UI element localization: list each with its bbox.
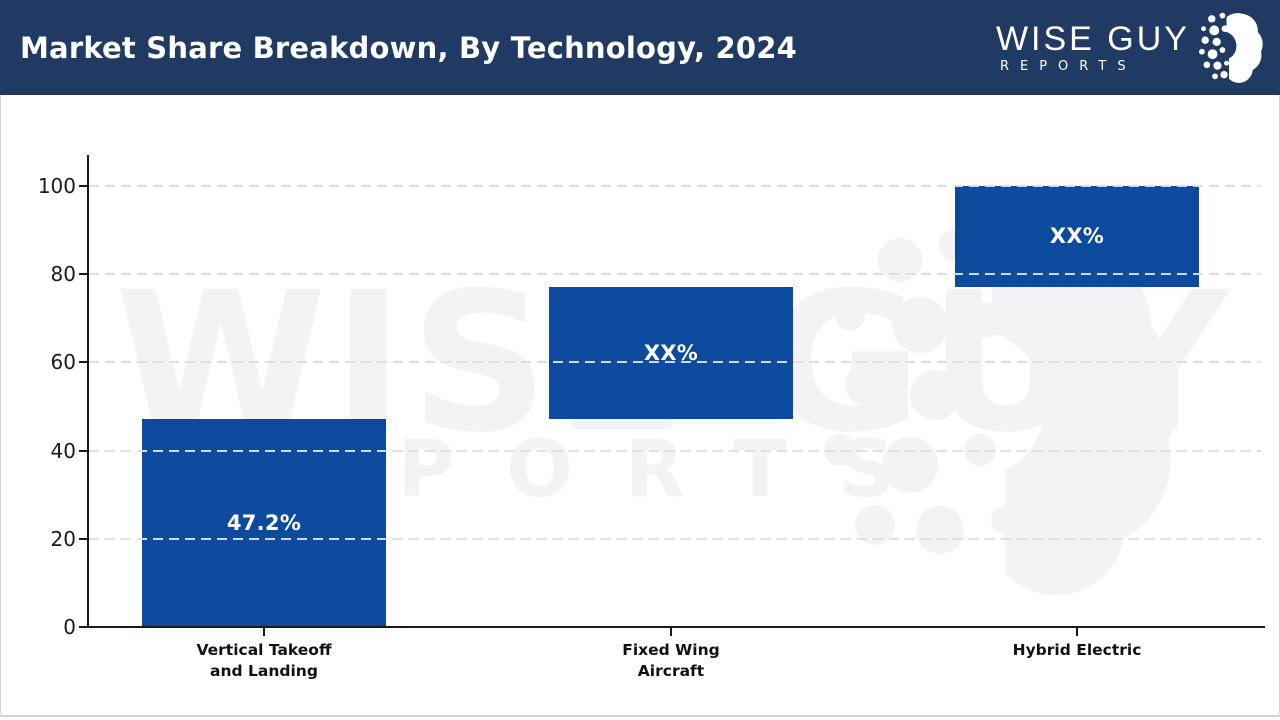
y-tick-label: 40 [50,438,76,463]
y-tick-label: 100 [37,174,76,198]
x-category-label-line: Fixed Wing [622,641,720,659]
bar-value-label: XX% [643,340,699,365]
logo-subtitle: REPORTS [999,58,1137,74]
bar-segment: 47.2% [142,418,386,627]
x-category-label-line: Aircraft [637,662,705,680]
y-axis-line [87,155,89,628]
gridline-y-80 [89,273,1261,276]
bar-segment: XX% [549,286,793,419]
x-category-label-line: and Landing [210,662,318,680]
gridline-y-100 [89,185,1261,187]
gridline-y-20 [89,537,1261,540]
gridline-y-40 [89,449,1261,452]
x-category-label-line: Vertical Takeoff [196,641,332,659]
x-axis-line [87,626,1265,628]
x-category-label: Vertical Takeoff and Landing [114,640,414,682]
bar-value-label: 47.2% [226,510,302,535]
dotted-face-icon [1199,12,1263,83]
y-tick-mark [79,361,87,364]
logo-text: WISE GUY REPORTS [996,22,1190,74]
wise-guy-reports-logo: WISE GUY REPORTS [996,9,1280,87]
x-category-label-line: Hybrid Electric [1012,641,1142,659]
x-tick-mark [670,628,672,636]
y-tick-mark [79,626,87,628]
x-category-label: Fixed Wing Aircraft [521,640,821,682]
y-tick-mark [79,537,87,540]
y-tick-label: 60 [50,350,76,375]
page-title: Market Share Breakdown, By Technology, 2… [20,30,798,65]
header-bar: Market Share Breakdown, By Technology, 2… [0,0,1280,95]
bar-segment: XX% [955,186,1199,287]
x-tick-mark [1076,628,1078,636]
y-tick-mark [79,449,87,452]
x-tick-mark [263,628,265,636]
logo-wordmark: WISE GUY [995,19,1190,58]
y-tick-mark [79,185,87,187]
gridline-y-60 [89,361,1261,364]
bar-value-label: XX% [1049,224,1105,249]
x-category-label: Hybrid Electric [927,640,1227,661]
y-tick-label: 80 [50,262,76,287]
y-tick-label: 0 [63,615,76,639]
y-tick-label: 20 [50,526,76,551]
y-tick-mark [79,273,87,276]
